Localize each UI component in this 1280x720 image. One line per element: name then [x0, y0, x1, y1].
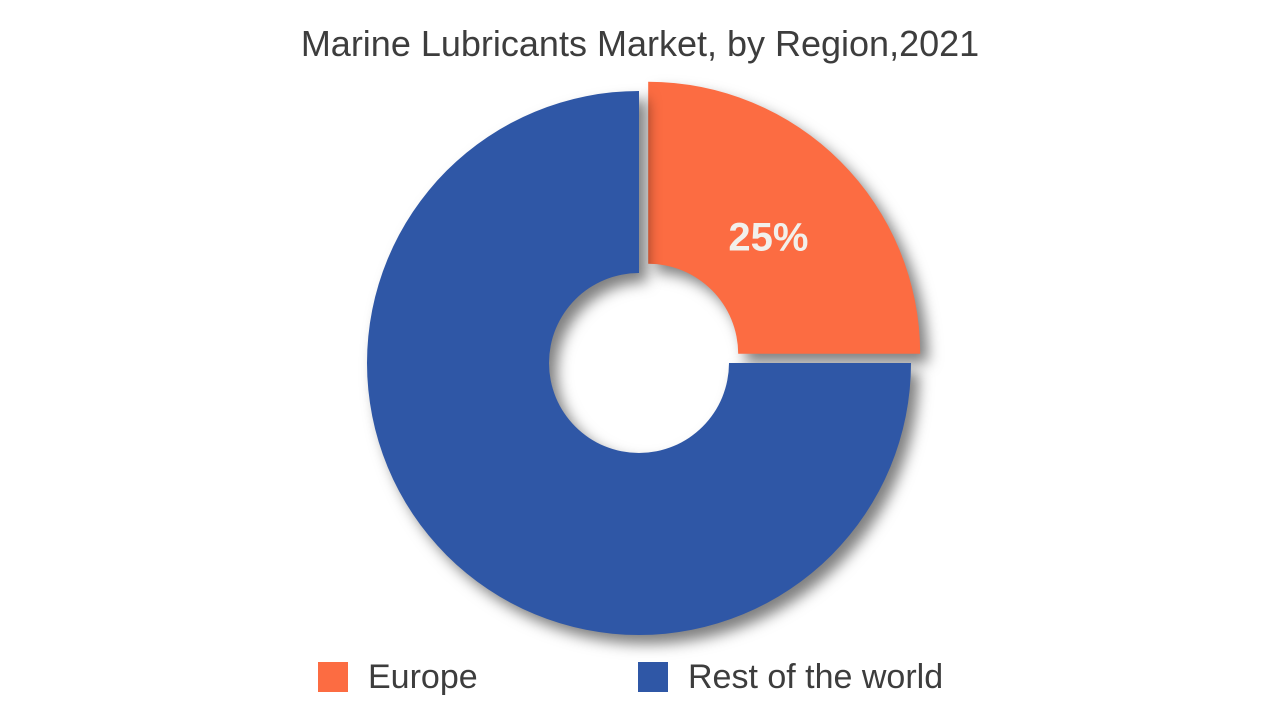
data-label-europe: 25%	[728, 216, 808, 260]
pie-slice-europe	[648, 81, 921, 354]
pie-slice-rest-of-the-world	[367, 91, 911, 635]
legend-swatch-rest-of-the-world-icon	[638, 662, 668, 692]
legend-item-europe: Europe	[318, 658, 478, 696]
chart-title: Marine Lubricants Market, by Region,2021	[300, 23, 980, 64]
legend-label-europe: Europe	[368, 658, 478, 696]
legend-label-rest-of-the-world: Rest of the world	[688, 658, 944, 696]
legend-item-rest-of-the-world: Rest of the world	[638, 658, 944, 696]
legend-swatch-europe-icon	[318, 662, 348, 692]
